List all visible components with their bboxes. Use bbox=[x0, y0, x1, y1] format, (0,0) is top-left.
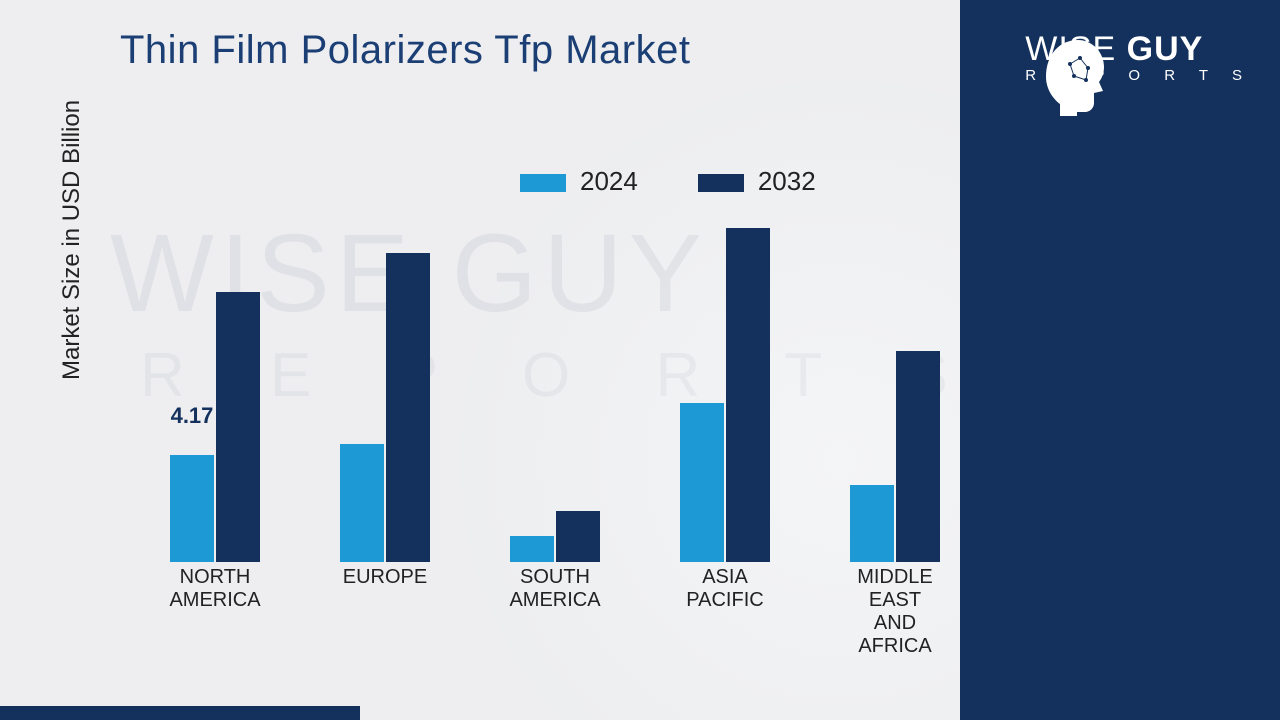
bar-value-label: 4.17 bbox=[171, 403, 214, 429]
legend: 2024 2032 bbox=[520, 166, 816, 197]
y-axis-label: Market Size in USD Billion bbox=[58, 100, 86, 380]
bottom-accent-bar bbox=[0, 706, 360, 720]
x-axis-label: ASIAPACIFIC bbox=[650, 566, 800, 612]
legend-label-2032: 2032 bbox=[758, 166, 816, 196]
bar-2024 bbox=[850, 485, 894, 562]
stage: Thin Film Polarizers Tfp Market WISE GUY… bbox=[0, 0, 1280, 720]
bar-2024 bbox=[680, 403, 724, 562]
right-panel bbox=[960, 0, 1280, 720]
legend-swatch-2032 bbox=[698, 174, 744, 192]
bar-2032 bbox=[216, 292, 260, 562]
bar-2032 bbox=[386, 253, 430, 562]
bar-chart: 4.17 bbox=[120, 202, 970, 562]
x-axis-label: MIDDLEEASTANDAFRICA bbox=[820, 566, 970, 658]
legend-label-2024: 2024 bbox=[580, 166, 638, 196]
bar-2032 bbox=[726, 228, 770, 562]
legend-item-2032: 2032 bbox=[698, 166, 816, 197]
legend-item-2024: 2024 bbox=[520, 166, 638, 197]
brand-word-guy: GUY bbox=[1127, 30, 1204, 68]
x-axis-label: NORTHAMERICA bbox=[140, 566, 290, 612]
brand-head-icon bbox=[1040, 36, 1110, 116]
legend-swatch-2024 bbox=[520, 174, 566, 192]
bar-2024 bbox=[510, 536, 554, 562]
chart-title: Thin Film Polarizers Tfp Market bbox=[120, 28, 690, 73]
plot-area: 4.17 bbox=[120, 202, 970, 562]
x-axis-label: SOUTHAMERICA bbox=[480, 566, 630, 612]
bar-2024 bbox=[340, 444, 384, 562]
bar-2024 bbox=[170, 455, 214, 562]
bar-2032 bbox=[556, 511, 600, 562]
bar-2032 bbox=[896, 351, 940, 562]
x-axis-label: EUROPE bbox=[310, 566, 460, 589]
